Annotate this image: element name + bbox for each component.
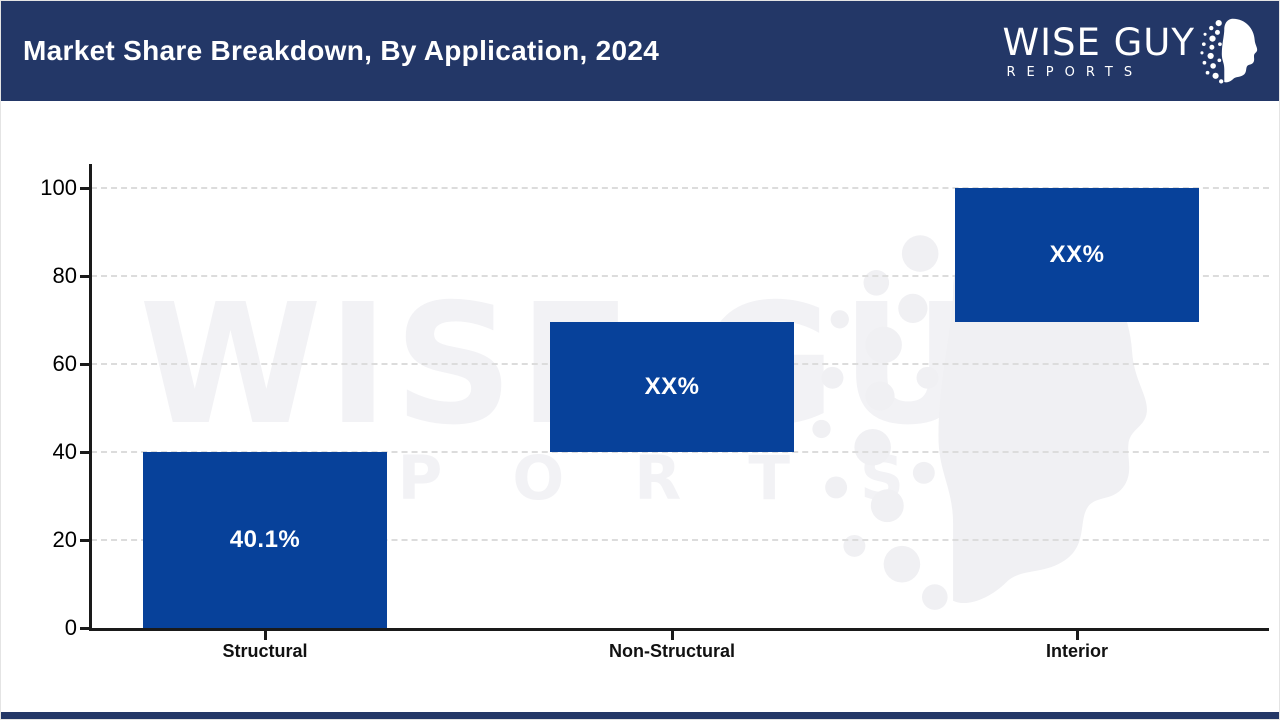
y-tick-label-80: 80	[52, 263, 77, 288]
y-tick-label-40: 40	[52, 439, 77, 464]
y-tick-label-100: 100	[40, 175, 77, 200]
logo-subtext: REPORTS	[1006, 64, 1144, 80]
gridline-80	[91, 275, 1269, 277]
bar-value-label-structural: 40.1%	[229, 525, 301, 553]
chart-title: Market Share Breakdown, By Application, …	[23, 35, 660, 66]
bar-value-label-interior: XX%	[1049, 241, 1105, 269]
y-tick-40	[80, 450, 89, 454]
header-bar: Market Share Breakdown, By Application, …	[1, 1, 1279, 101]
gridline-20	[91, 539, 1269, 541]
footer-bar	[1, 712, 1279, 719]
y-tick-80	[80, 274, 89, 278]
y-tick-60	[80, 362, 89, 366]
y-tick-20	[80, 538, 89, 542]
x-category-label-interior: Interior	[1045, 641, 1108, 661]
y-tick-label-60: 60	[52, 351, 77, 376]
x-axis-line	[89, 628, 1269, 631]
gridline-40	[91, 451, 1269, 453]
bar-non-structural: XX%	[550, 322, 794, 452]
y-tick-label-20: 20	[52, 527, 77, 552]
logo-text: WISE GUY REPORTS	[1003, 24, 1195, 79]
x-category-label-non-structural: Non-Structural	[609, 641, 735, 661]
x-tick-interior	[1075, 631, 1079, 640]
wiseguy-logo: WISE GUY REPORTS	[1003, 13, 1259, 89]
y-tick-100	[80, 186, 89, 190]
bar-value-label-non-structural: XX%	[644, 372, 700, 400]
x-category-label-structural: Structural	[222, 641, 308, 661]
bar-interior: XX%	[955, 188, 1199, 323]
y-tick-label-0: 0	[64, 615, 77, 640]
x-tick-non-structural	[670, 631, 674, 640]
logo-wordmark: WISE GUY	[1002, 20, 1195, 64]
x-tick-structural	[263, 631, 267, 640]
y-tick-0	[80, 626, 89, 630]
bar-structural: 40.1%	[143, 451, 387, 628]
y-axis-line	[89, 164, 92, 630]
wiseguy-head-icon	[1197, 13, 1259, 89]
gridline-100	[91, 187, 1269, 189]
